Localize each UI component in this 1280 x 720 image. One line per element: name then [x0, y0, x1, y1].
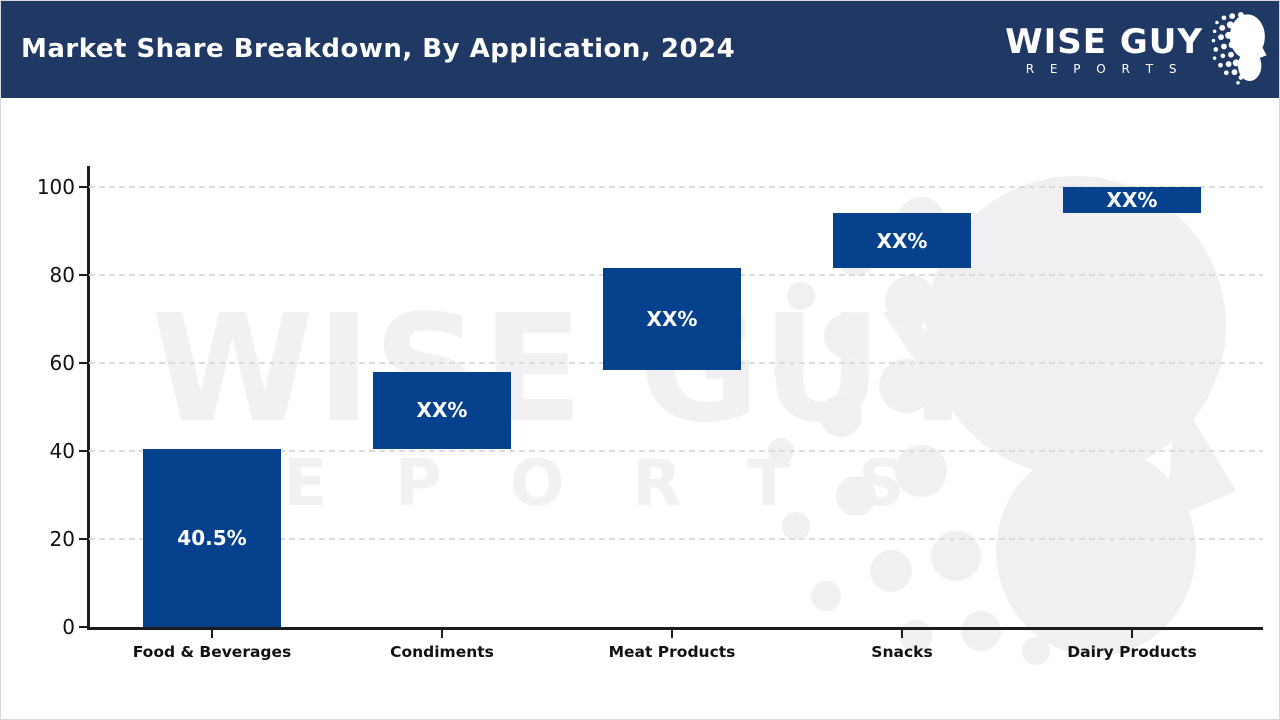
x-tick-mark	[1131, 630, 1133, 638]
bar-value-label: XX%	[876, 228, 928, 253]
gridline	[89, 450, 1263, 452]
page-title: Market Share Breakdown, By Application, …	[21, 34, 736, 64]
y-axis-line	[87, 166, 90, 628]
category-label: Dairy Products	[1067, 643, 1197, 661]
category-label: Food & Beverages	[132, 643, 292, 661]
logo-text: WISE GUY R E P O R T S	[1005, 24, 1203, 77]
header-band: Market Share Breakdown, By Application, …	[1, 1, 1279, 98]
gridline	[89, 186, 1263, 188]
x-axis-line	[87, 627, 1263, 630]
x-tick-mark	[441, 630, 443, 638]
bar-value-label: XX%	[646, 306, 698, 331]
logo-wordmark: WISE GUY	[1005, 21, 1203, 62]
category-label: Snacks	[871, 643, 933, 661]
logo-subtitle: R E P O R T S	[1025, 61, 1183, 76]
bar-value-label: XX%	[1106, 188, 1158, 213]
y-tick-mark	[79, 538, 88, 540]
category-label: Condiments	[390, 643, 494, 661]
x-tick-mark	[671, 630, 673, 638]
y-tick-mark	[79, 450, 88, 452]
y-tick-label: 80	[49, 263, 75, 287]
wiseguy-logo: WISE GUY R E P O R T S	[1005, 9, 1269, 91]
y-tick-label: 100	[36, 175, 75, 199]
y-tick-mark	[79, 186, 88, 188]
x-tick-mark	[901, 630, 903, 638]
gridline	[89, 538, 1263, 540]
category-label: Meat Products	[608, 643, 736, 661]
waterfall-bar: XX%	[833, 213, 971, 269]
y-tick-mark	[79, 362, 88, 364]
y-tick-label: 40	[49, 439, 75, 463]
bar-value-label: XX%	[416, 398, 468, 423]
logo-face-icon	[1211, 12, 1267, 85]
waterfall-bar: XX%	[373, 371, 511, 449]
bar-value-label: 40.5%	[177, 525, 247, 550]
waterfall-bar: XX%	[1063, 187, 1201, 214]
y-tick-mark	[79, 274, 88, 276]
plot-area: 0 20 40 60 80 100 40.5% Food & Beverages XX% Cond…	[1, 98, 1279, 719]
waterfall-bar: 40.5%	[143, 448, 281, 627]
y-tick-label: 0	[62, 615, 75, 639]
x-tick-mark	[211, 630, 213, 638]
watermark-face-icon	[768, 176, 1236, 665]
y-tick-label: 20	[49, 527, 75, 551]
waterfall-bar: XX%	[603, 268, 741, 370]
y-tick-label: 60	[49, 351, 75, 375]
y-tick-mark	[79, 626, 88, 628]
